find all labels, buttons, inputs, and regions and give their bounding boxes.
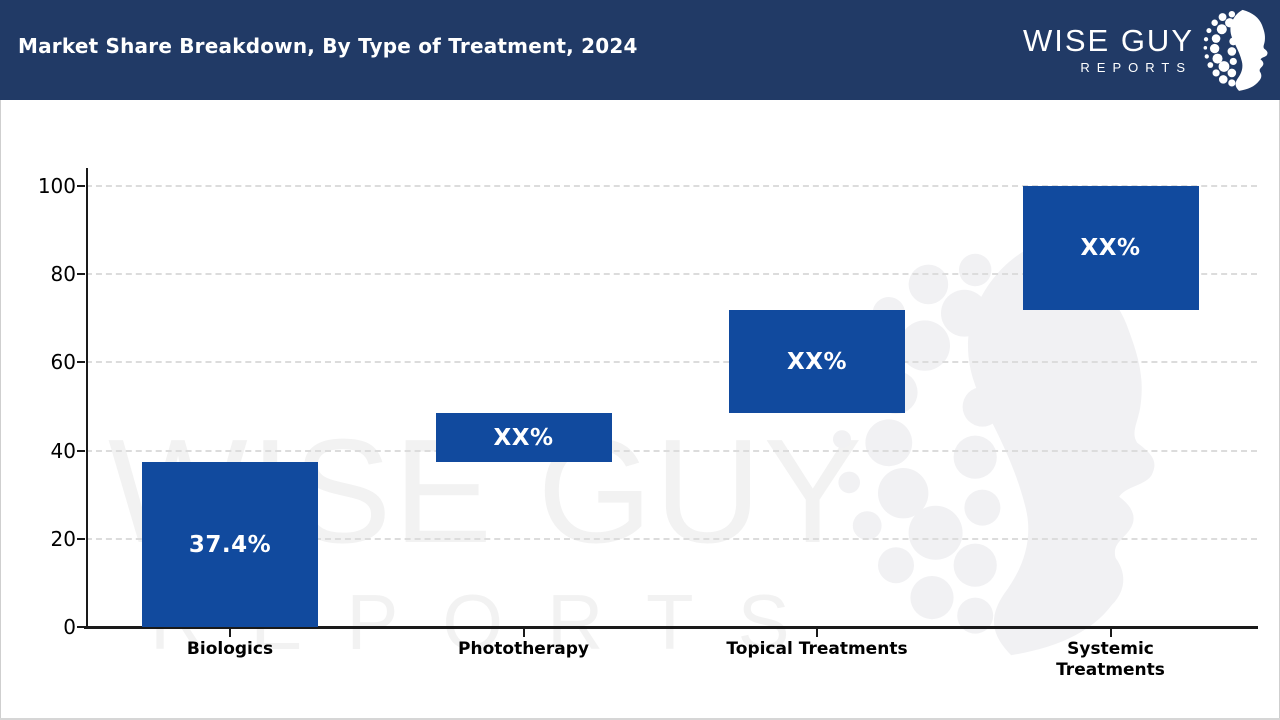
- bar-topical-treatments: XX%: [729, 309, 905, 414]
- category-label-topical-treatments: Topical Treatments: [697, 639, 937, 660]
- y-axis-tick: [77, 449, 85, 452]
- bar-biologics: 37.4%: [142, 462, 318, 627]
- y-axis-tick: [77, 537, 85, 540]
- watermark-head-icon: [833, 248, 1155, 656]
- gridline: [86, 273, 1257, 276]
- category-label-biologics: Biologics: [110, 639, 350, 660]
- gridline: [86, 449, 1257, 452]
- wiseguy-logo-text: WISE GUY REPORTS: [1022, 23, 1194, 76]
- bar-value-label: 37.4%: [188, 531, 272, 558]
- category-label-systemic-treatments: Systemic Treatments: [991, 639, 1231, 681]
- category-label-line: Topical Treatments: [726, 639, 908, 659]
- x-axis-tick: [1109, 629, 1112, 637]
- x-axis-tick: [816, 629, 818, 637]
- x-axis-tick: [522, 629, 525, 637]
- category-label-phototherapy: Phototherapy: [404, 639, 644, 660]
- y-axis-tick-label: 80: [50, 262, 76, 287]
- wiseguy-head-icon: [1203, 9, 1268, 91]
- page-title: Market Share Breakdown, By Type of Treat…: [18, 34, 638, 58]
- y-axis-line: [86, 168, 88, 629]
- y-axis-tick-label: 0: [63, 615, 76, 639]
- wiseguy-logo: WISE GUY REPORTS: [1023, 4, 1270, 96]
- bar-phototherapy: XX%: [435, 413, 612, 463]
- category-label-line: Phototherapy: [458, 639, 589, 659]
- x-axis-line: [84, 626, 1258, 629]
- category-label-line: Biologics: [186, 639, 274, 659]
- gridline: [86, 185, 1257, 187]
- frame-border-bottom: [0, 718, 1280, 720]
- y-axis-tick: [77, 185, 85, 187]
- gridline: [86, 361, 1257, 364]
- y-axis-tick: [77, 361, 85, 364]
- logo-subtitle: REPORTS: [1080, 60, 1192, 75]
- category-label-line: Systemic: [1067, 639, 1154, 659]
- logo-wordmark: WISE GUY: [1022, 23, 1194, 58]
- y-axis-tick-label: 60: [50, 350, 76, 375]
- y-axis-tick: [77, 626, 85, 628]
- frame-border-left: [0, 100, 1, 720]
- y-axis-tick-label: 20: [50, 526, 76, 551]
- bar-value-label: XX%: [1080, 234, 1141, 261]
- gridline: [86, 537, 1257, 540]
- bar-systemic-treatments: XX%: [1022, 186, 1199, 310]
- y-axis-tick-label: 100: [37, 174, 76, 198]
- bar-value-label: XX%: [493, 424, 554, 451]
- x-axis-tick: [229, 629, 231, 637]
- y-axis-tick: [77, 273, 85, 276]
- header: Market Share Breakdown, By Type of Treat…: [0, 0, 1280, 100]
- y-axis-tick-label: 40: [50, 438, 76, 463]
- category-label-line: Treatments: [1056, 660, 1165, 680]
- bar-value-label: XX%: [786, 348, 847, 375]
